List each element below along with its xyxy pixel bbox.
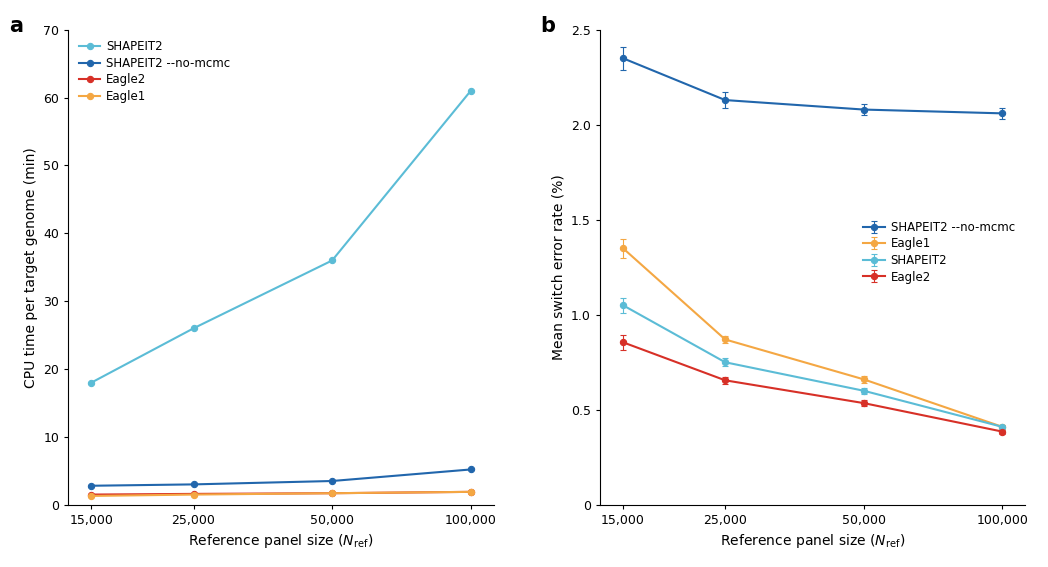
Y-axis label: Mean switch error rate (%): Mean switch error rate (%) bbox=[551, 175, 566, 360]
SHAPEIT2 bbox=[188, 325, 200, 332]
Eagle1 bbox=[188, 491, 200, 498]
X-axis label: Reference panel size ($N_\mathrm{ref}$): Reference panel size ($N_\mathrm{ref}$) bbox=[189, 532, 374, 551]
SHAPEIT2 --no-mcmc bbox=[188, 481, 200, 488]
Line: SHAPEIT2 --no-mcmc: SHAPEIT2 --no-mcmc bbox=[88, 466, 474, 489]
Text: b: b bbox=[541, 15, 555, 36]
Eagle2 bbox=[464, 488, 477, 495]
Y-axis label: CPU time per target genome (min): CPU time per target genome (min) bbox=[24, 147, 38, 388]
SHAPEIT2 bbox=[326, 257, 339, 264]
Eagle2 bbox=[188, 490, 200, 497]
SHAPEIT2 --no-mcmc bbox=[464, 466, 477, 473]
Line: SHAPEIT2: SHAPEIT2 bbox=[88, 88, 474, 386]
SHAPEIT2 --no-mcmc bbox=[85, 483, 97, 489]
SHAPEIT2 --no-mcmc bbox=[326, 477, 339, 484]
SHAPEIT2 bbox=[464, 87, 477, 94]
Eagle1 bbox=[464, 488, 477, 495]
Legend: SHAPEIT2 --no-mcmc, Eagle1, SHAPEIT2, Eagle2: SHAPEIT2 --no-mcmc, Eagle1, SHAPEIT2, Ea… bbox=[858, 216, 1020, 288]
Eagle2 bbox=[85, 491, 97, 498]
Line: Eagle2: Eagle2 bbox=[88, 489, 474, 498]
Line: Eagle1: Eagle1 bbox=[88, 489, 474, 499]
SHAPEIT2 bbox=[85, 379, 97, 386]
Eagle2 bbox=[326, 490, 339, 497]
Eagle1 bbox=[326, 490, 339, 497]
Eagle1 bbox=[85, 493, 97, 500]
Legend: SHAPEIT2, SHAPEIT2 --no-mcmc, Eagle2, Eagle1: SHAPEIT2, SHAPEIT2 --no-mcmc, Eagle2, Ea… bbox=[74, 36, 235, 108]
X-axis label: Reference panel size ($N_\mathrm{ref}$): Reference panel size ($N_\mathrm{ref}$) bbox=[720, 532, 905, 551]
Text: a: a bbox=[8, 15, 23, 36]
